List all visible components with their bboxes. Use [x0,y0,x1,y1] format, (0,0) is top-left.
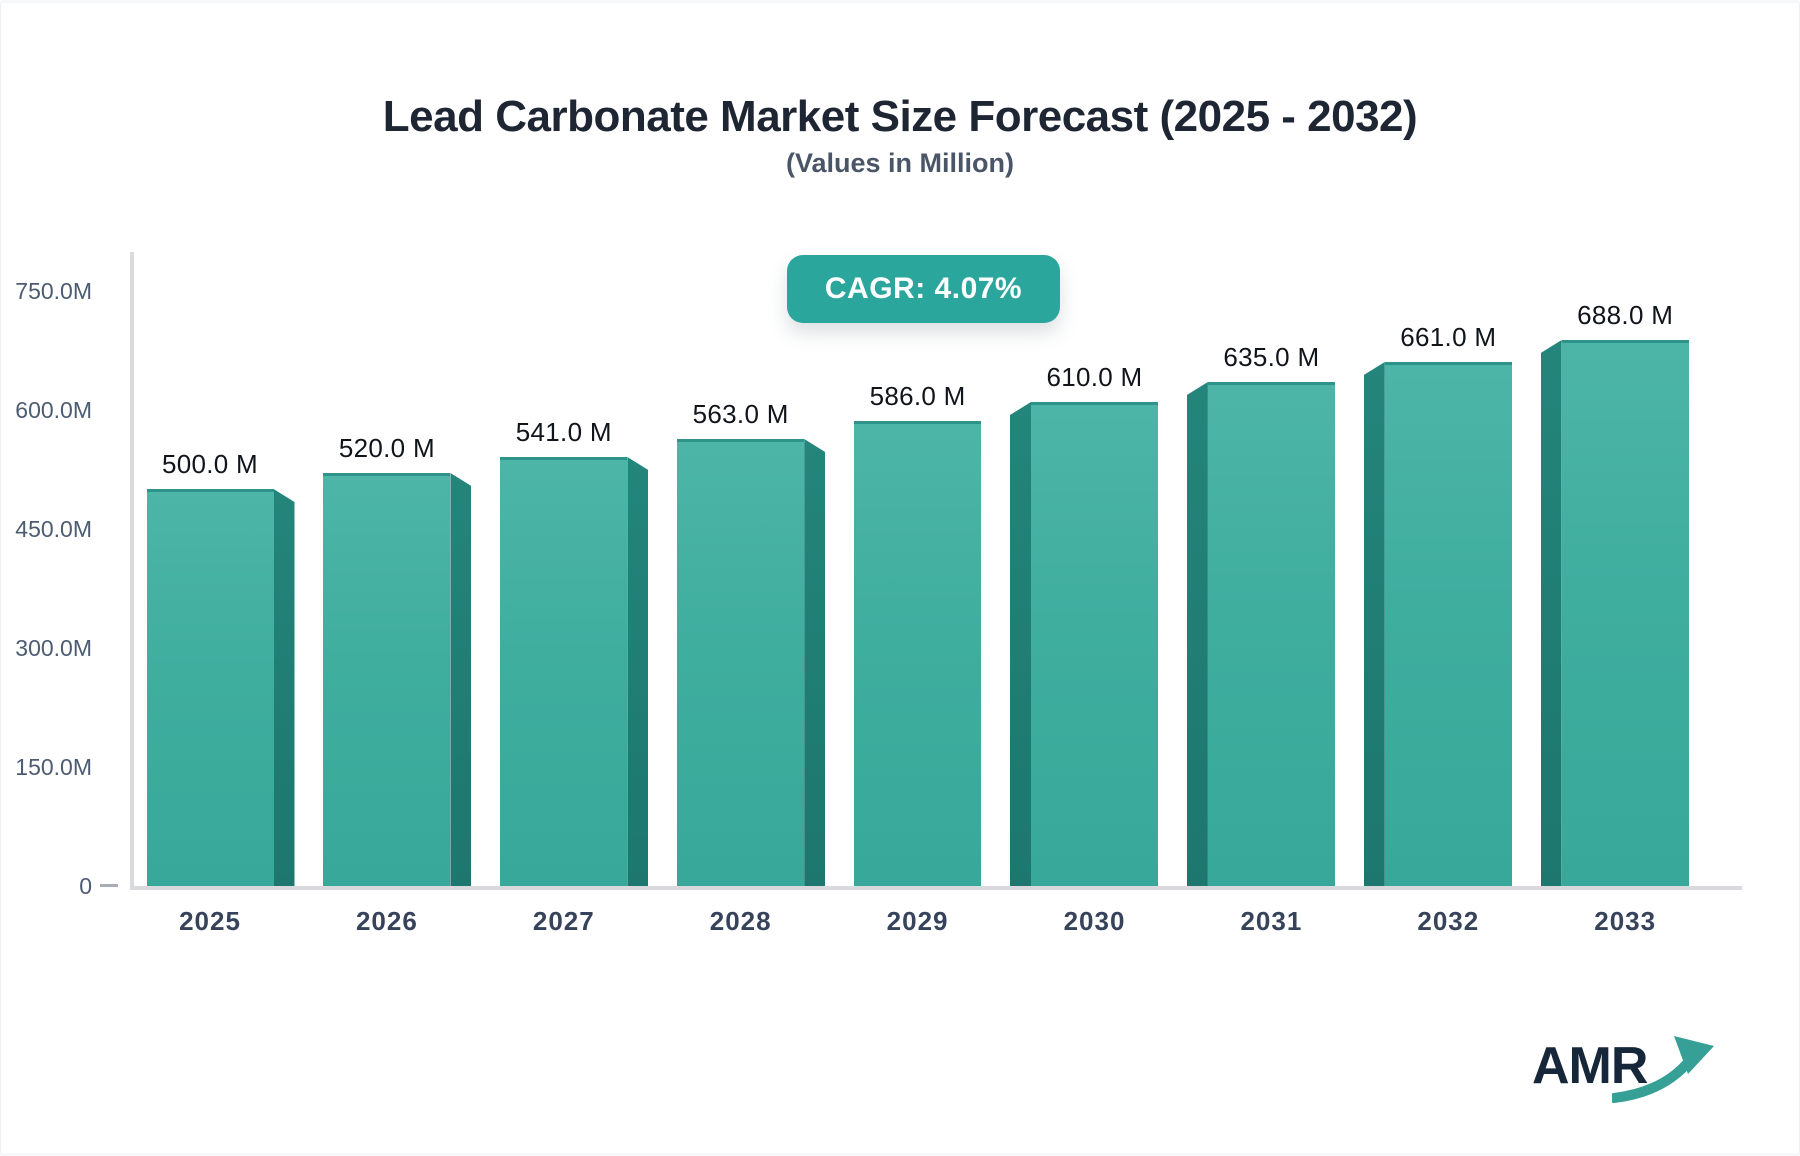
y-axis-label: 450.0M [15,516,92,542]
amr-logo: AMR [1532,1036,1722,1116]
bar-side-face [1363,362,1385,886]
bar [1207,382,1335,886]
bar-side-face [450,473,472,886]
chart-title: Lead Carbonate Market Size Forecast (202… [382,92,1418,141]
bar-value-label: 563.0 M [692,399,789,429]
y-axis-label: 150.0M [15,754,92,780]
bar-side-face [627,457,649,886]
x-axis-label: 2028 [709,906,772,936]
bar-side-face [804,439,826,886]
x-axis-label: 2026 [355,906,418,936]
x-axis-label: 2031 [1240,906,1303,936]
bar [1561,340,1689,886]
bar-value-label: 661.0 M [1400,322,1497,352]
bar-value-label: 500.0 M [161,449,259,479]
zero-tick-mark [100,884,118,887]
plot-area: 750.0M 600.0M 450.0M 300.0M 150.0M 0 500.0 M 20… [15,250,1752,950]
y-axis-line [130,252,134,890]
y-axis-label: 300.0M [15,635,92,661]
cagr-badge: CAGR: 4.07% [787,255,1060,323]
cagr-badge-label: CAGR: 4.07% [824,272,1023,305]
bar [146,489,274,886]
x-axis-label: 2027 [532,906,595,936]
y-axis-label: 750.0M [15,278,92,304]
bar-side-face [1186,382,1208,886]
chart-subtitle: (Values in Million) [785,148,1015,178]
bar [1031,402,1158,886]
x-axis-label: 2033 [1594,906,1657,936]
bar-value-label: 541.0 M [515,417,612,447]
x-axis-label: 2025 [179,906,241,936]
bar-side-face [1540,340,1562,886]
bar-value-label: 688.0 M [1577,300,1674,330]
y-axis-label: 600.0M [15,397,92,423]
amr-logo-text: AMR [1532,1037,1648,1095]
bar-value-label: 610.0 M [1046,362,1143,392]
x-axis-label: 2030 [1063,906,1126,936]
bar [323,473,451,886]
bar [1384,362,1512,886]
bar-value-label: 635.0 M [1223,342,1320,372]
bar [854,421,982,886]
bar-value-label: 586.0 M [869,381,966,411]
bar-side-face [273,489,295,886]
bar [677,439,805,886]
x-axis-label: 2029 [886,906,949,936]
bar [500,457,628,886]
y-axis-label: 0 [79,873,92,899]
x-axis-line [130,886,1742,890]
x-axis-label: 2032 [1417,906,1480,936]
growth-arrow-icon [1612,1036,1714,1103]
bar-value-label: 520.0 M [338,433,435,463]
bar-side-face [1010,402,1031,886]
